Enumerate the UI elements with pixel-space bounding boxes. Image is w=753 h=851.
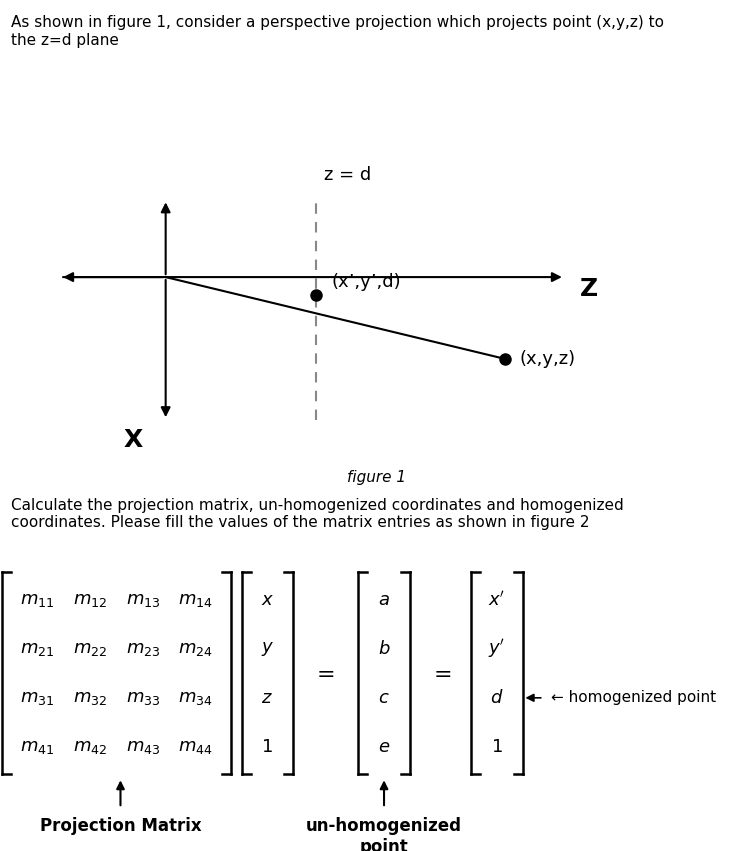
Text: $m_{41}$: $m_{41}$ [20,738,55,756]
Text: z = d: z = d [324,166,371,184]
Text: $z$: $z$ [261,688,273,707]
Text: $d$: $d$ [490,688,504,707]
Text: $m_{42}$: $m_{42}$ [73,738,108,756]
Text: As shown in figure 1, consider a perspective projection which projects point (x,: As shown in figure 1, consider a perspec… [11,15,664,48]
Text: $=$: $=$ [312,663,335,683]
Text: $m_{34}$: $m_{34}$ [178,688,213,707]
Text: (x’,y’,d): (x’,y’,d) [331,273,401,291]
Text: $m_{33}$: $m_{33}$ [126,688,160,707]
Text: $1$: $1$ [491,738,503,756]
Text: Calculate the projection matrix, un-homogenized coordinates and homogenized
coor: Calculate the projection matrix, un-homo… [11,498,624,530]
Text: $m_{24}$: $m_{24}$ [178,640,213,658]
Text: $m_{12}$: $m_{12}$ [73,591,108,608]
Text: ← homogenized point: ← homogenized point [551,690,716,705]
Text: $x'$: $x'$ [489,591,505,609]
Text: $m_{31}$: $m_{31}$ [20,688,55,707]
Text: $x$: $x$ [261,591,274,608]
Text: $e$: $e$ [378,738,390,756]
Text: un-homogenized
point: un-homogenized point [306,817,462,851]
Text: $m_{14}$: $m_{14}$ [178,591,213,608]
Text: $c$: $c$ [378,688,390,707]
Text: $1$: $1$ [261,738,273,756]
Text: (x,y,z): (x,y,z) [520,350,576,368]
Text: $m_{11}$: $m_{11}$ [20,591,55,608]
Text: X: X [123,428,143,452]
Text: $m_{21}$: $m_{21}$ [20,640,55,658]
Text: $y'$: $y'$ [489,637,505,660]
Text: $b$: $b$ [378,640,390,658]
Text: $m_{32}$: $m_{32}$ [73,688,108,707]
Text: $a$: $a$ [378,591,390,608]
Text: Z: Z [580,277,598,301]
Text: $=$: $=$ [429,663,452,683]
Text: $m_{43}$: $m_{43}$ [126,738,160,756]
Text: $y$: $y$ [261,640,274,658]
Text: $m_{13}$: $m_{13}$ [126,591,160,608]
Text: $m_{22}$: $m_{22}$ [73,640,108,658]
Text: $m_{44}$: $m_{44}$ [178,738,213,756]
Text: figure 1: figure 1 [347,471,406,485]
Text: $m_{23}$: $m_{23}$ [126,640,160,658]
Text: Projection Matrix: Projection Matrix [40,817,201,836]
